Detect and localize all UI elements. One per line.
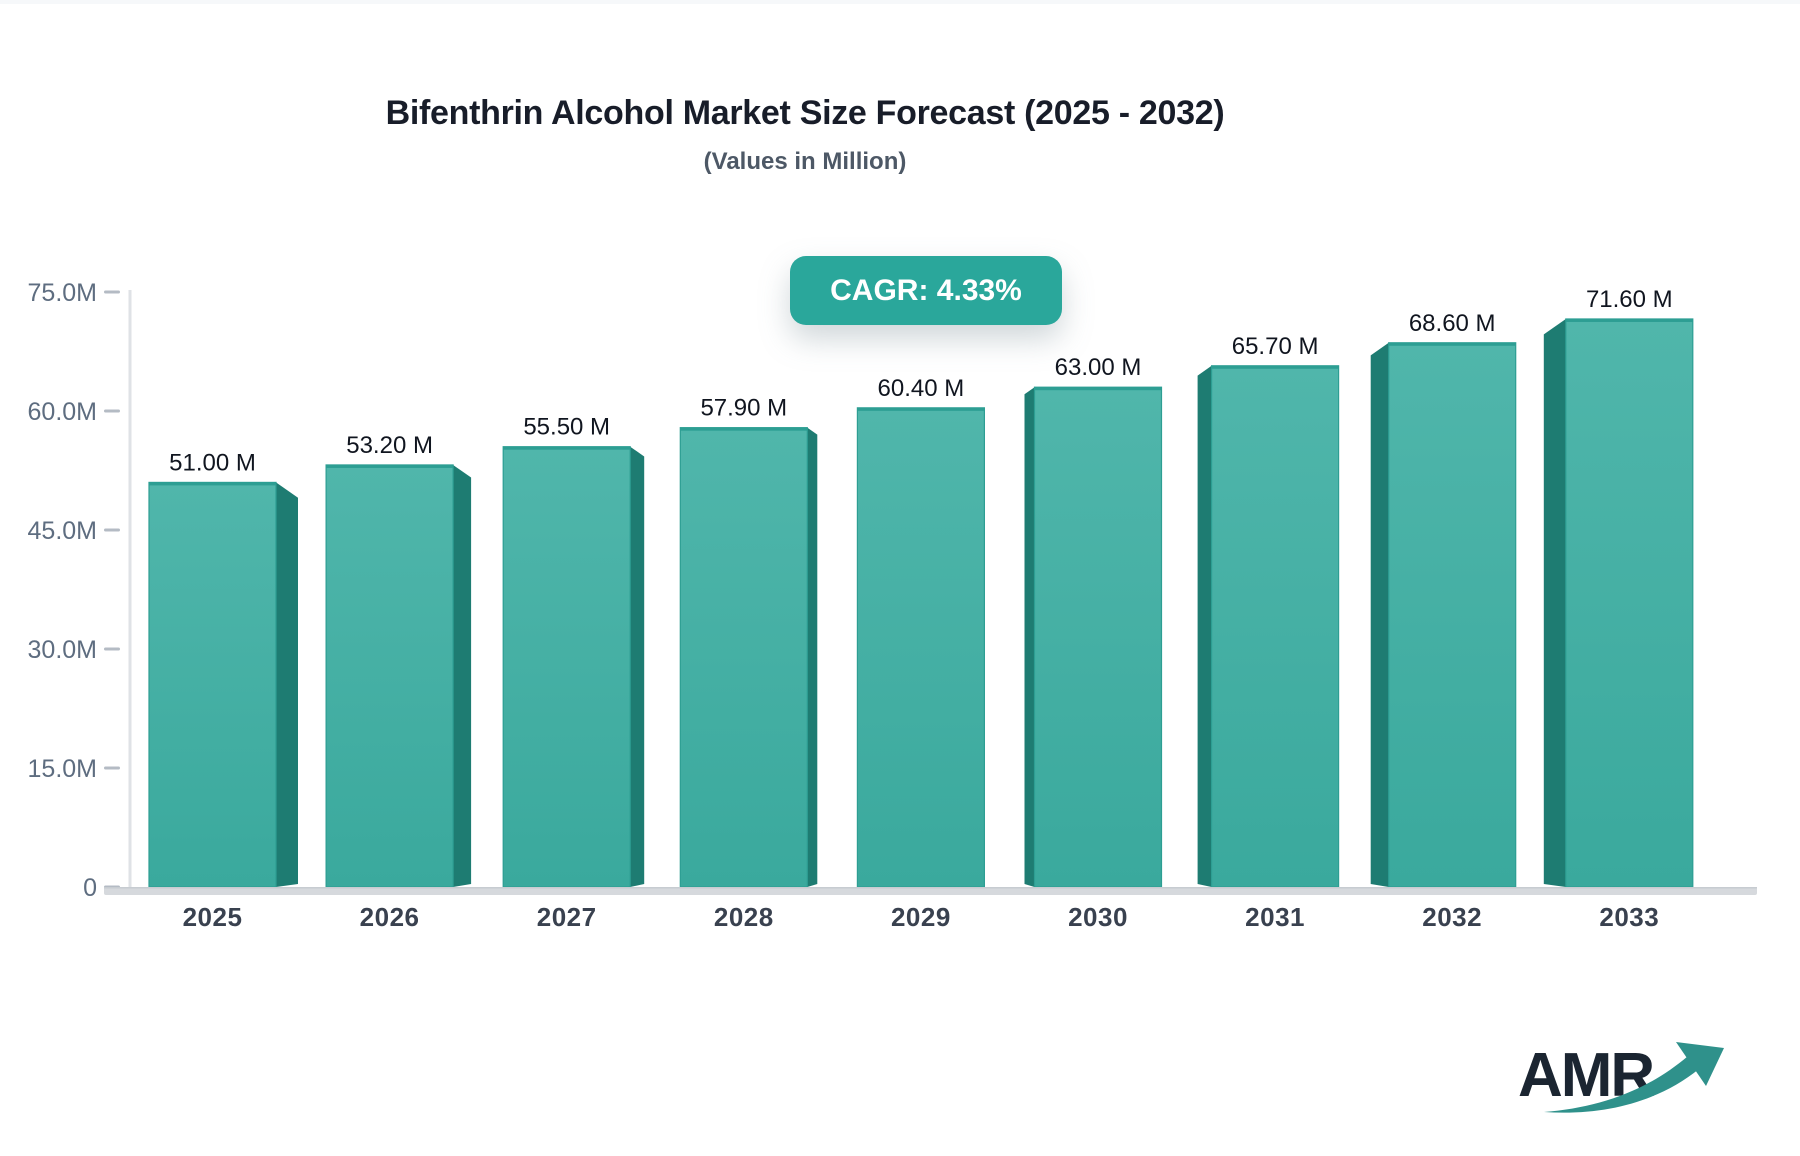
bar-front-face — [1210, 365, 1340, 888]
bar-value-label: 63.00 M — [1055, 354, 1142, 381]
bar-side-face — [1543, 318, 1566, 887]
bar-top-edge — [1388, 342, 1516, 346]
bar-side-face — [807, 427, 818, 887]
bar-front-face — [325, 464, 454, 888]
bar-front-face — [1565, 318, 1694, 888]
bar-value-label: 57.90 M — [700, 395, 787, 422]
bar-value-label: 65.70 M — [1232, 333, 1319, 360]
bar-2029 — [856, 407, 986, 888]
bar-top-edge — [857, 407, 985, 411]
bar-side-face — [1024, 387, 1035, 887]
bar-2028 — [679, 427, 818, 888]
axis-labels-layer: 75.0M 60.0M 45.0M 30.0M 15.0M 0 51.00 M 2025 53.… — [28, 279, 1673, 932]
amr-logo: AMR — [1518, 1041, 1724, 1113]
y-tick-label: 75.0M — [28, 279, 97, 307]
x-tick-label: 2029 — [891, 902, 951, 932]
bar-front-face — [1388, 342, 1517, 888]
y-tick-mark — [104, 647, 120, 651]
bar-side-face — [630, 446, 645, 887]
bar-value-label: 51.00 M — [169, 449, 256, 476]
bar-2033 — [1543, 318, 1694, 888]
bar-value-label: 71.60 M — [1586, 286, 1673, 313]
bar-top-edge — [1211, 365, 1339, 369]
x-tick-label: 2030 — [1068, 902, 1128, 932]
bar-value-label: 55.50 M — [523, 414, 610, 441]
bar-top-edge — [680, 427, 808, 431]
bar-side-face — [453, 464, 472, 887]
bar-side-face — [276, 482, 298, 887]
bar-2027 — [502, 446, 645, 888]
x-tick-label: 2032 — [1422, 902, 1482, 932]
y-axis — [104, 290, 132, 889]
bars-layer — [148, 318, 1694, 888]
y-tick-mark — [104, 766, 120, 770]
bar-top-edge — [503, 446, 631, 450]
baseline-bar — [104, 887, 1757, 895]
bar-front-face — [502, 446, 631, 888]
y-tick-label: 45.0M — [28, 517, 97, 545]
bar-2031 — [1197, 365, 1340, 888]
bar-value-label: 68.60 M — [1409, 310, 1496, 337]
baseline-top-edge — [104, 887, 1757, 889]
y-tick-label: 30.0M — [28, 636, 97, 664]
logo-arrow-swoosh-icon — [1544, 1056, 1699, 1113]
y-tick-label: 15.0M — [28, 755, 97, 783]
x-tick-label: 2031 — [1245, 902, 1305, 932]
bar-value-label: 53.20 M — [346, 432, 433, 459]
top-border-strip — [0, 0, 1800, 4]
x-tick-label: 2028 — [714, 902, 774, 932]
bar-side-face — [1197, 365, 1212, 887]
y-tick-mark — [104, 409, 120, 413]
bar-2030 — [1024, 386, 1163, 888]
cagr-badge: CAGR: 4.33% — [790, 256, 1062, 325]
chart-subtitle: (Values in Million) — [703, 148, 907, 175]
bar-side-face — [1370, 342, 1389, 887]
bar-2032 — [1370, 342, 1517, 888]
bar-front-face — [856, 407, 986, 888]
bar-top-edge — [326, 464, 454, 468]
bar-top-edge — [1034, 387, 1162, 391]
bar-value-label: 60.40 M — [878, 375, 965, 402]
x-tick-label: 2027 — [537, 902, 597, 932]
bar-2025 — [148, 481, 298, 888]
bar-front-face — [1033, 386, 1163, 888]
bar-2026 — [325, 464, 472, 888]
y-tick-label: 0 — [83, 874, 97, 902]
x-tick-label: 2025 — [183, 902, 243, 932]
y-tick-mark — [104, 290, 120, 294]
y-tick-mark — [104, 528, 120, 532]
x-axis-baseline — [104, 887, 1757, 895]
bar-top-edge — [149, 482, 276, 486]
logo-arrowhead-icon — [1676, 1042, 1724, 1086]
cagr-badge-label: CAGR: 4.33% — [830, 273, 1022, 307]
y-axis-line — [128, 290, 132, 887]
bar-front-face — [148, 481, 277, 888]
y-tick-label: 60.0M — [28, 398, 97, 426]
chart-title: Bifenthrin Alcohol Market Size Forecast … — [385, 94, 1225, 132]
bar-front-face — [679, 427, 808, 888]
bar-top-edge — [1565, 318, 1693, 322]
x-tick-label: 2026 — [360, 902, 420, 932]
x-tick-label: 2033 — [1599, 902, 1659, 932]
